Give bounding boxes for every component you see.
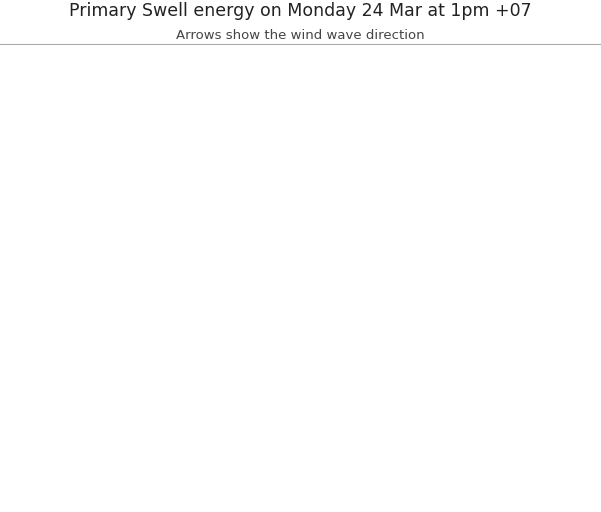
Text: cartopy not available: cartopy not available [227, 271, 374, 286]
Text: Primary Swell energy on Monday 24 Mar at 1pm +07: Primary Swell energy on Monday 24 Mar at… [69, 2, 532, 20]
Text: Arrows show the wind wave direction: Arrows show the wind wave direction [176, 29, 425, 41]
